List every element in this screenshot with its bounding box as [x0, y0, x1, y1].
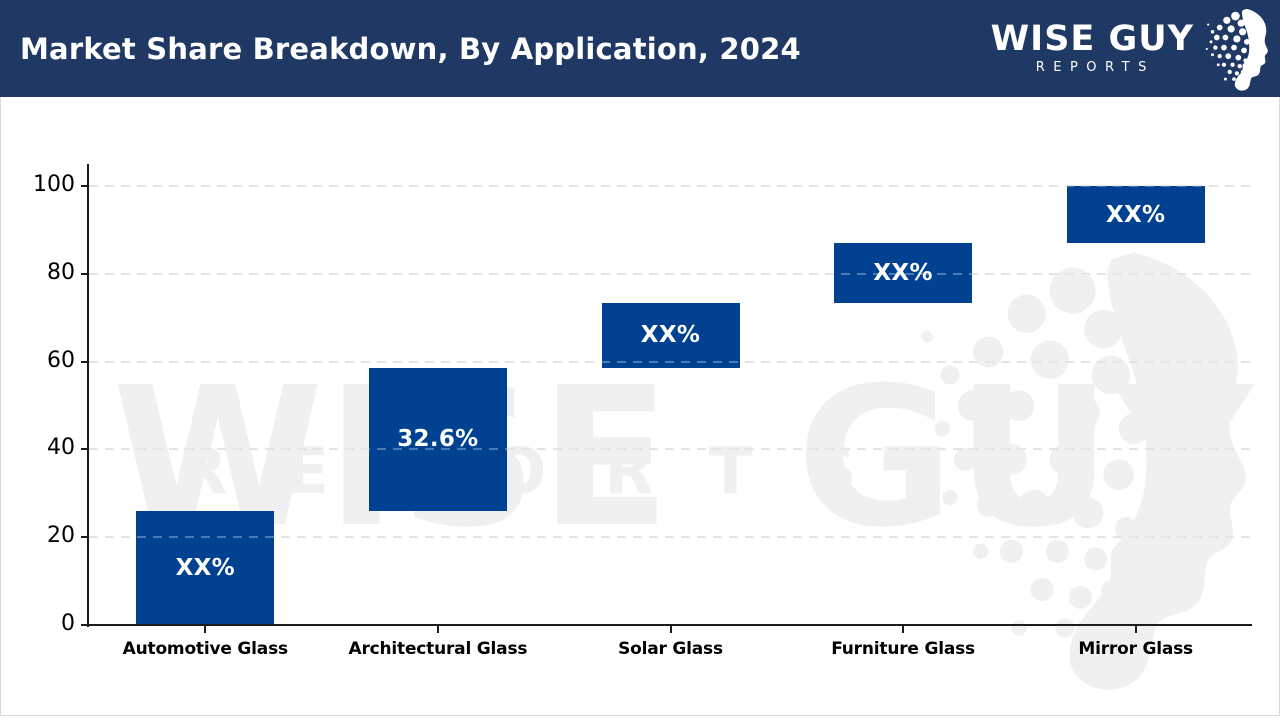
x-tickmark-architectural-glass	[436, 625, 439, 633]
header-bar: Market Share Breakdown, By Application, …	[0, 0, 1280, 97]
logo-name: WISE GUY	[990, 19, 1194, 59]
y-tickmark-20	[81, 536, 89, 539]
x-tick-label-furniture-glass: Furniture Glass	[831, 639, 975, 659]
x-tickmark-solar-glass	[669, 625, 672, 633]
logo-subtitle: REPORTS	[1035, 60, 1155, 75]
logo-face-icon	[1205, 8, 1268, 91]
page-title: Market Share Breakdown, By Application, …	[20, 31, 801, 66]
bar-value-label-solar-glass: XX%	[640, 322, 701, 349]
y-tickmark-0	[81, 624, 89, 626]
bar-value-label-mirror-glass: XX%	[1105, 201, 1166, 228]
gridline-overlay-100	[89, 184, 1252, 187]
y-tick-label-20: 20	[47, 523, 75, 549]
y-tick-label-80: 80	[47, 259, 75, 285]
y-tickmark-100	[81, 184, 89, 187]
bar-architectural-glass: 32.6%	[368, 367, 507, 511]
x-tick-label-mirror-glass: Mirror Glass	[1078, 639, 1193, 659]
x-tick-label-architectural-glass: Architectural Glass	[348, 639, 528, 659]
y-tick-label-60: 60	[47, 347, 75, 373]
gridline-100	[89, 184, 1252, 187]
y-tickmark-40	[81, 448, 89, 451]
gridline-overlay-40	[89, 448, 1252, 451]
y-tickmark-80	[81, 272, 89, 275]
y-tickmark-60	[81, 360, 89, 363]
x-tickmark-furniture-glass	[902, 625, 905, 633]
bar-automotive-glass: XX%	[136, 510, 275, 625]
x-axis-spine	[87, 624, 1252, 626]
bar-value-label-architectural-glass: 32.6%	[397, 426, 479, 453]
gridline-overlay-20	[89, 536, 1252, 539]
gridline-20	[89, 536, 1252, 539]
y-tick-label-0: 0	[61, 611, 75, 636]
x-tickmark-mirror-glass	[1134, 625, 1137, 633]
y-tick-label-40: 40	[47, 435, 75, 461]
y-tick-label-100: 100	[33, 171, 75, 197]
logo-text: WISE GUY REPORTS	[990, 19, 1194, 76]
gridline-overlay-80	[89, 272, 1252, 275]
gridline-40	[89, 448, 1252, 451]
watermark-reports-text: REPORTS	[178, 435, 915, 509]
wise-guy-logo: WISE GUY REPORTS	[991, 6, 1280, 92]
x-tickmark-automotive-glass	[204, 625, 207, 633]
watermark: WISE GUY REPORTS	[0, 97, 1280, 720]
x-tick-label-automotive-glass: Automotive Glass	[122, 639, 288, 659]
bar-value-label-furniture-glass: XX%	[873, 260, 933, 287]
bar-solar-glass: XX%	[601, 303, 740, 368]
x-tick-label-solar-glass: Solar Glass	[618, 639, 723, 659]
bar-furniture-glass: XX%	[834, 243, 973, 304]
y-axis-spine	[87, 164, 89, 627]
gridline-80	[89, 272, 1252, 275]
bar-mirror-glass: XX%	[1066, 185, 1205, 244]
bar-value-label-automotive-glass: XX%	[175, 554, 235, 581]
gridline-overlay-60	[89, 360, 1252, 363]
